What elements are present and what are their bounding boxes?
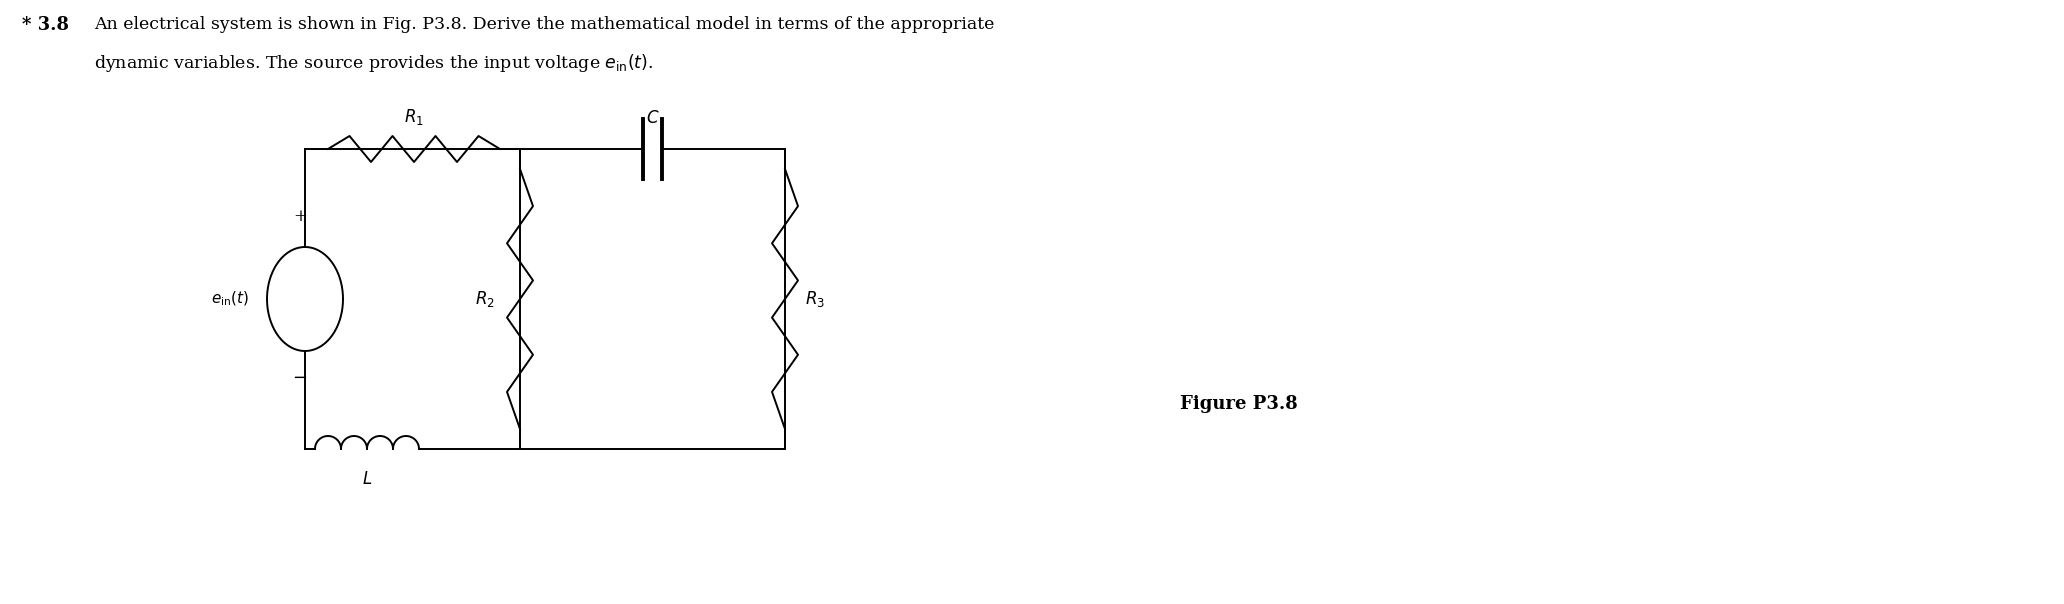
Text: * 3.8: * 3.8	[23, 16, 68, 34]
Text: $R_3$: $R_3$	[805, 289, 826, 309]
Text: −: −	[293, 369, 308, 387]
Text: $L$: $L$	[361, 471, 372, 488]
Text: An electrical system is shown in Fig. P3.8. Derive the mathematical model in ter: An electrical system is shown in Fig. P3…	[95, 16, 995, 33]
Text: $C$: $C$	[646, 110, 658, 127]
Text: $R_2$: $R_2$	[475, 289, 495, 309]
Text: $e_{\mathrm{in}}(t)$: $e_{\mathrm{in}}(t)$	[211, 290, 250, 308]
Text: $R_1$: $R_1$	[405, 107, 423, 127]
Text: dynamic variables. The source provides the input voltage $e_{\mathrm{in}}(t)$.: dynamic variables. The source provides t…	[95, 52, 654, 74]
Text: Figure P3.8: Figure P3.8	[1181, 395, 1298, 413]
Text: +: +	[293, 208, 308, 225]
